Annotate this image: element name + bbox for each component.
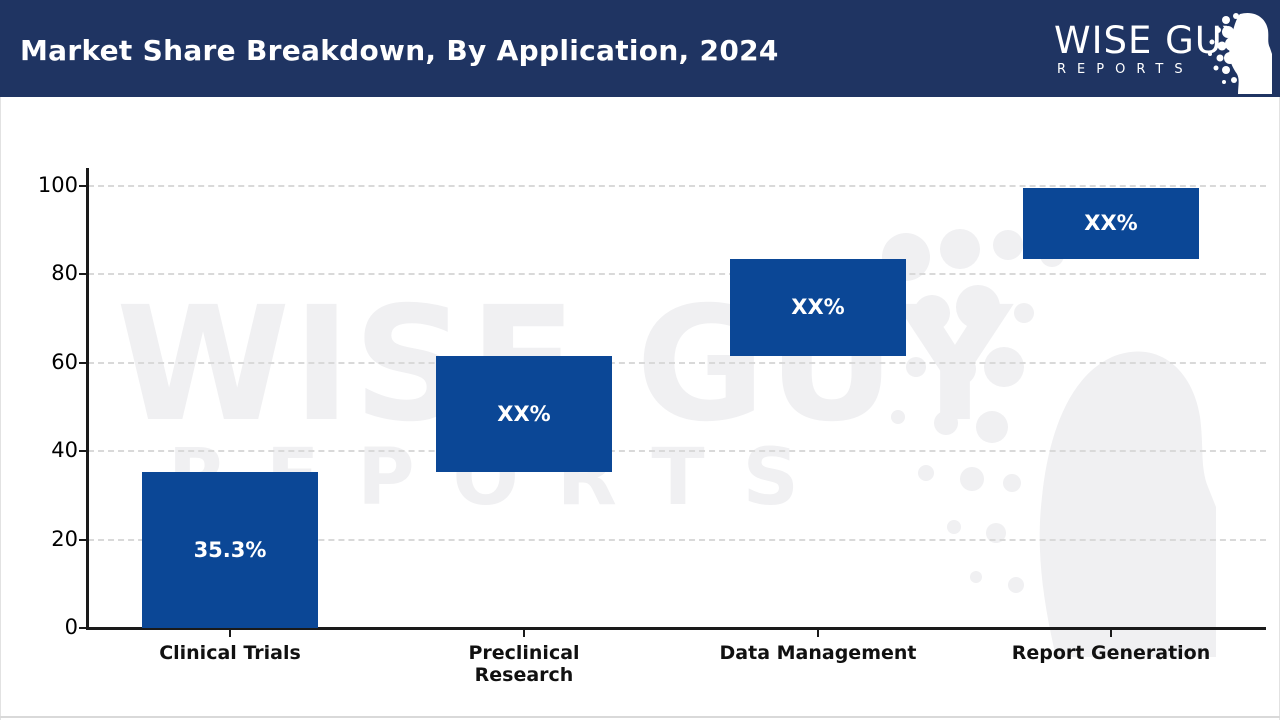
y-axis-tickmark: [79, 450, 87, 452]
bar-value-label: XX%: [791, 295, 845, 320]
chart-area: WISE GUY REPORTS 0 20 40 60 80 100 35.3% Clinic…: [0, 97, 1280, 720]
y-gridline: [88, 273, 1266, 275]
waterfall-bar-segment: 35.3%: [142, 471, 318, 628]
y-axis-tickmark: [79, 184, 87, 187]
brand-logo: WISE GUY REPORTS: [1022, 6, 1272, 94]
x-axis-tickmark: [1110, 629, 1112, 637]
y-gridline: [88, 538, 1266, 541]
category-label: Report Generation: [1011, 642, 1211, 664]
y-axis-tickmark: [79, 538, 87, 541]
y-axis-tick-label: 0: [64, 615, 78, 639]
y-axis-line: [86, 168, 89, 630]
x-axis-tickmark: [229, 629, 231, 637]
bar-value-label: XX%: [1084, 211, 1138, 236]
waterfall-bar-segment: XX%: [1023, 187, 1199, 259]
y-axis-tickmark: [79, 627, 87, 629]
x-axis-tickmark: [523, 629, 525, 637]
y-axis-tick-label: 100: [37, 172, 78, 197]
x-axis-line: [86, 627, 1266, 630]
y-axis-tick-label: 60: [51, 349, 78, 374]
waterfall-bar-segment: XX%: [730, 258, 906, 356]
y-axis-tick-label: 80: [51, 261, 78, 285]
waterfall-bar-segment: XX%: [436, 355, 612, 472]
page-title: Market Share Breakdown, By Application, …: [20, 34, 779, 67]
category-label: Preclinical Research: [468, 642, 580, 686]
bar-value-label: 35.3%: [193, 537, 267, 562]
y-axis-tick-label: 40: [51, 438, 78, 462]
left-border: [0, 97, 1, 720]
header-bar: Market Share Breakdown, By Application, …: [0, 0, 1280, 97]
x-axis-tickmark: [817, 629, 819, 637]
y-axis-tickmark: [79, 361, 87, 364]
category-label: Data Management: [719, 642, 917, 664]
y-axis-tickmark: [79, 273, 87, 275]
bottom-border: [0, 716, 1280, 718]
y-gridline: [88, 184, 1266, 187]
y-gridline: [88, 450, 1266, 452]
bar-value-label: XX%: [497, 401, 551, 426]
category-label: Clinical Trials: [159, 642, 301, 664]
y-gridline: [88, 361, 1266, 364]
y-axis-tick-label: 20: [51, 526, 78, 551]
brand-subname: REPORTS: [1057, 62, 1194, 77]
profile-head-dots-icon: [1208, 13, 1272, 94]
